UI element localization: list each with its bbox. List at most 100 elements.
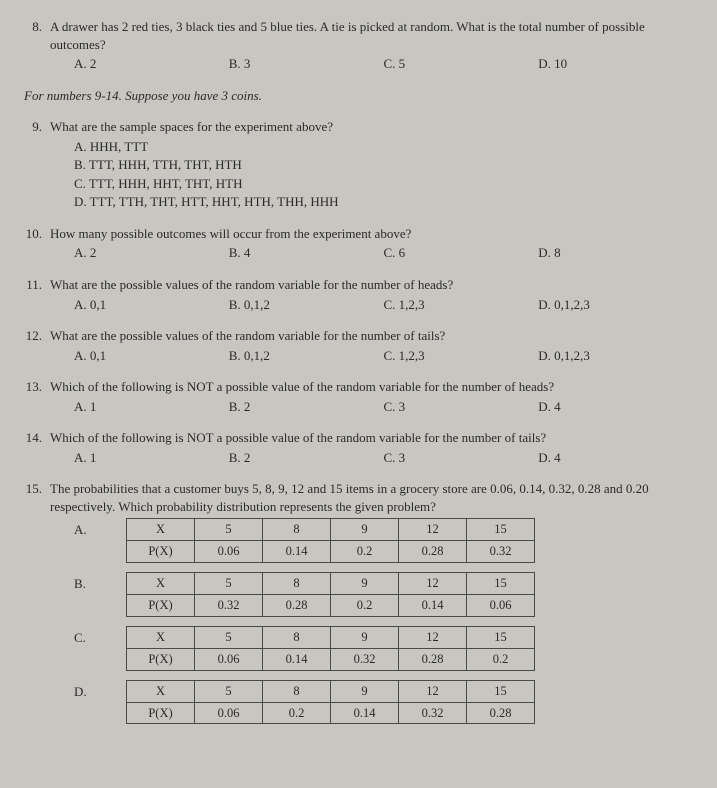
table-row: P(X) 0.06 0.2 0.14 0.32 0.28 [127,702,535,724]
table-cell: 9 [331,680,399,702]
question-number: 14. [24,429,50,447]
table-cell: 8 [263,680,331,702]
table-cell: 0.28 [399,648,467,670]
choice-c: C. TTT, HHH, HHT, THT, HTH [74,175,693,193]
table-cell: 5 [195,519,263,541]
table-cell: 0.28 [399,541,467,563]
choice-a: A. 1 [74,398,229,416]
choice-a: A. 2 [74,55,229,73]
table-cell: 0.2 [467,648,535,670]
choice-c: C. 1,2,3 [384,296,539,314]
question-text: What are the possible values of the rand… [50,276,693,294]
table-cell: 0.32 [467,541,535,563]
choice-a: A. 1 [74,449,229,467]
table-cell: P(X) [127,648,195,670]
table-cell: 12 [399,573,467,595]
choice-label-d: D. [74,677,96,701]
choices: A. 1 B. 2 C. 3 D. 4 [24,398,693,416]
table-row: X 5 8 9 12 15 [127,626,535,648]
question-number: 12. [24,327,50,345]
choice-label-c: C. [74,623,96,647]
table-cell: 12 [399,519,467,541]
choices: A. 2 B. 3 C. 5 D. 10 [24,55,693,73]
question-text: Which of the following is NOT a possible… [50,429,693,447]
choices: A. 0,1 B. 0,1,2 C. 1,2,3 D. 0,1,2,3 [24,347,693,365]
choices: A. HHH, TTT B. TTT, HHH, TTH, THT, HTH C… [24,138,693,211]
question-12: 12. What are the possible values of the … [24,327,693,364]
question-9: 9. What are the sample spaces for the ex… [24,118,693,211]
choice-c: C. 3 [384,449,539,467]
choice-label-a: A. [74,515,96,539]
question-number: 9. [24,118,50,136]
section-instruction: For numbers 9-14. Suppose you have 3 coi… [24,87,693,105]
question-text: How many possible outcomes will occur fr… [50,225,693,243]
choice-c: C. 6 [384,244,539,262]
distribution-table-b: X 5 8 9 12 15 P(X) 0.32 0.28 0.2 0.14 0.… [126,572,535,617]
question-number: 10. [24,225,50,243]
table-cell: 0.2 [263,702,331,724]
table-cell: 15 [467,519,535,541]
choices: A. 1 B. 2 C. 3 D. 4 [24,449,693,467]
table-cell: 12 [399,626,467,648]
choice-d: D. 4 [538,398,693,416]
table-cell: X [127,626,195,648]
table-cell: 0.14 [263,648,331,670]
question-text: The probabilities that a customer buys 5… [50,480,693,515]
question-number: 13. [24,378,50,396]
table-cell: 0.14 [399,595,467,617]
table-row: X 5 8 9 12 15 [127,680,535,702]
table-cell: 0.06 [195,648,263,670]
table-cell: 0.14 [263,541,331,563]
question-number: 15. [24,480,50,515]
table-cell: 0.28 [467,702,535,724]
table-cell: 0.32 [399,702,467,724]
table-row: P(X) 0.06 0.14 0.2 0.28 0.32 [127,541,535,563]
question-number: 8. [24,18,50,53]
choices: A. 2 B. 4 C. 6 D. 8 [24,244,693,262]
question-10: 10. How many possible outcomes will occu… [24,225,693,262]
table-cell: 0.28 [263,595,331,617]
question-13: 13. Which of the following is NOT a poss… [24,378,693,415]
table-cell: 0.32 [195,595,263,617]
table-cell: 5 [195,626,263,648]
choice-b: B. TTT, HHH, TTH, THT, HTH [74,156,693,174]
choice-d: D. 10 [538,55,693,73]
table-cell: 15 [467,573,535,595]
distribution-table-c: X 5 8 9 12 15 P(X) 0.06 0.14 0.32 0.28 0… [126,626,535,671]
table-cell: 8 [263,573,331,595]
table-cell: 15 [467,680,535,702]
question-14: 14. Which of the following is NOT a poss… [24,429,693,466]
question-text: What are the possible values of the rand… [50,327,693,345]
choice-b: B. 4 [229,244,384,262]
choice-a: A. HHH, TTT [74,138,693,156]
table-cell: 15 [467,626,535,648]
choice-b: B. 0,1,2 [229,296,384,314]
choices: A. 0,1 B. 0,1,2 C. 1,2,3 D. 0,1,2,3 [24,296,693,314]
table-cell: 8 [263,519,331,541]
table-cell: 9 [331,573,399,595]
table-cell: 0.06 [195,541,263,563]
choice-d: D. TTT, TTH, THT, HTT, HHT, HTH, THH, HH… [74,193,693,211]
distribution-table-a: X 5 8 9 12 15 P(X) 0.06 0.14 0.2 0.28 0.… [126,518,535,563]
choice-a: A. 0,1 [74,347,229,365]
table-cell: 12 [399,680,467,702]
table-cell: P(X) [127,541,195,563]
question-text: A drawer has 2 red ties, 3 black ties an… [50,18,693,53]
table-cell: X [127,573,195,595]
table-row: P(X) 0.32 0.28 0.2 0.14 0.06 [127,595,535,617]
choice-c: C. 3 [384,398,539,416]
choice-b: B. 2 [229,398,384,416]
question-15: 15. The probabilities that a customer bu… [24,480,693,730]
table-cell: 0.14 [331,702,399,724]
table-cell: 8 [263,626,331,648]
table-cell: 5 [195,573,263,595]
choice-b: B. 2 [229,449,384,467]
choice-d: D. 0,1,2,3 [538,296,693,314]
table-cell: P(X) [127,702,195,724]
choice-c: C. 1,2,3 [384,347,539,365]
table-cell: 0.06 [195,702,263,724]
table-cell: P(X) [127,595,195,617]
table-cell: 0.32 [331,648,399,670]
table-cell: 0.2 [331,595,399,617]
question-text: What are the sample spaces for the exper… [50,118,693,136]
